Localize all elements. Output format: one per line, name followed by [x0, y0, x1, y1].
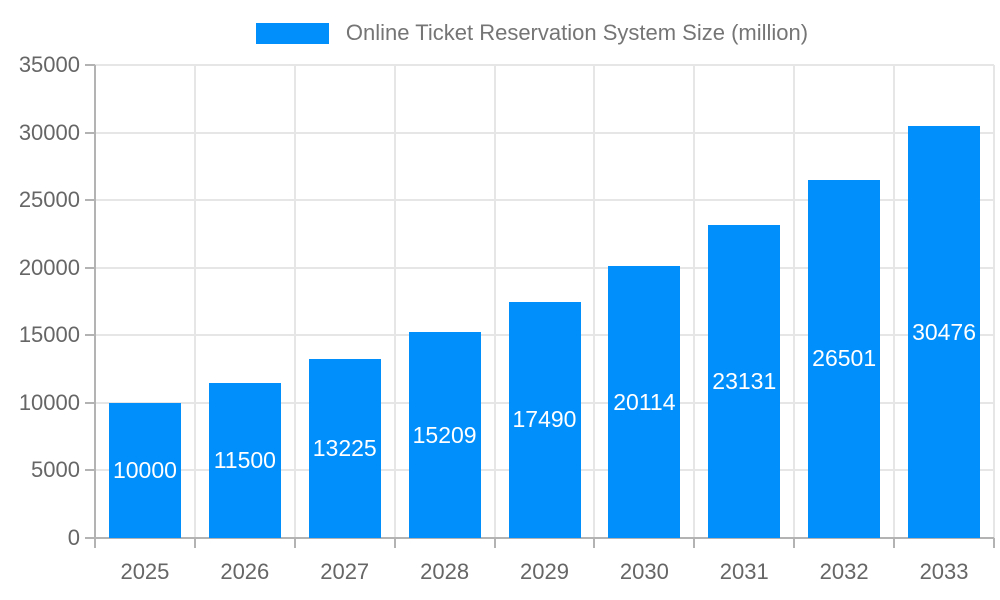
y-axis-tick [85, 64, 95, 66]
bar-value-label: 13225 [312, 435, 377, 462]
x-axis-tick-label: 2025 [120, 559, 170, 584]
y-axis-line [94, 65, 96, 548]
y-axis-tick-label: 15000 [18, 322, 80, 348]
x-axis-tick [593, 538, 596, 548]
x-axis-tick-label: 2033 [919, 559, 969, 584]
gridline-vertical [793, 65, 796, 538]
y-axis-tick [85, 266, 95, 269]
gridline-vertical [393, 65, 396, 538]
y-axis-tick [85, 469, 95, 472]
bar-value-label: 23131 [712, 368, 777, 395]
y-axis-tick [85, 401, 95, 404]
bar[interactable]: 26501 [808, 179, 881, 538]
x-axis-tick [293, 538, 296, 548]
y-axis-tick-label: 35000 [18, 52, 80, 77]
bar-value-label: 10000 [112, 456, 177, 483]
gridline-horizontal [95, 199, 994, 202]
y-axis-tick-label: 25000 [18, 187, 80, 213]
x-axis-tick-label: 2029 [520, 559, 569, 584]
y-axis-tick [85, 537, 95, 539]
x-axis-tick-label: 2031 [719, 559, 769, 584]
x-axis-tick-label: 2026 [220, 559, 270, 584]
gridline-horizontal [95, 131, 994, 134]
bar[interactable]: 11500 [208, 382, 281, 538]
y-axis-tick-label: 20000 [18, 254, 80, 280]
x-axis-tick [393, 538, 396, 548]
x-axis-tick [493, 538, 496, 548]
bar-value-label: 20114 [613, 388, 676, 415]
x-axis-line [85, 537, 994, 539]
gridline-vertical [293, 65, 296, 538]
x-axis-tick-label: 2032 [819, 559, 869, 584]
bar-value-label: 30476 [912, 318, 977, 345]
x-axis-tick [193, 538, 196, 548]
y-axis-tick [85, 199, 95, 202]
bar-value-label: 11500 [213, 446, 276, 473]
x-axis-tick [793, 538, 796, 548]
bar[interactable]: 15209 [408, 332, 481, 538]
bar-value-label: 17490 [512, 406, 577, 433]
y-axis-tick-label: 10000 [18, 389, 80, 415]
x-axis-tick-label: 2030 [619, 559, 669, 584]
y-axis-tick [85, 131, 95, 134]
bar[interactable]: 10000 [108, 402, 181, 538]
y-axis-tick [85, 334, 95, 337]
legend-swatch-icon [255, 22, 329, 44]
bar[interactable]: 20114 [608, 266, 681, 538]
bar-value-label: 15209 [412, 421, 477, 448]
gridline-horizontal [95, 64, 994, 66]
bar[interactable]: 23131 [708, 225, 781, 538]
gridline-vertical [993, 65, 995, 538]
bar-value-label: 26501 [812, 345, 877, 372]
legend-label: Online Ticket Reservation System Size (m… [345, 20, 809, 45]
gridline-vertical [693, 65, 696, 538]
bar[interactable]: 30476 [908, 126, 981, 538]
gridline-vertical [893, 65, 896, 538]
gridline-vertical [493, 65, 496, 538]
y-axis-tick-label: 0 [67, 525, 80, 550]
x-axis-tick [94, 538, 96, 548]
x-axis-tick-label: 2028 [420, 559, 470, 584]
y-axis-tick-label: 30000 [18, 119, 80, 145]
x-axis-tick [693, 538, 696, 548]
y-axis-tick-label: 5000 [31, 457, 80, 483]
bar[interactable]: 17490 [508, 301, 581, 538]
gridline-horizontal [95, 266, 994, 269]
gridline-vertical [193, 65, 196, 538]
chart-legend: Online Ticket Reservation System Size (m… [0, 18, 1000, 48]
x-axis-tick-label: 2027 [320, 559, 370, 584]
legend-item[interactable]: Online Ticket Reservation System Size (m… [255, 20, 809, 46]
gridline-vertical [593, 65, 596, 538]
x-axis-tick [993, 538, 995, 548]
x-axis-tick [893, 538, 896, 548]
bar[interactable]: 13225 [308, 359, 381, 538]
